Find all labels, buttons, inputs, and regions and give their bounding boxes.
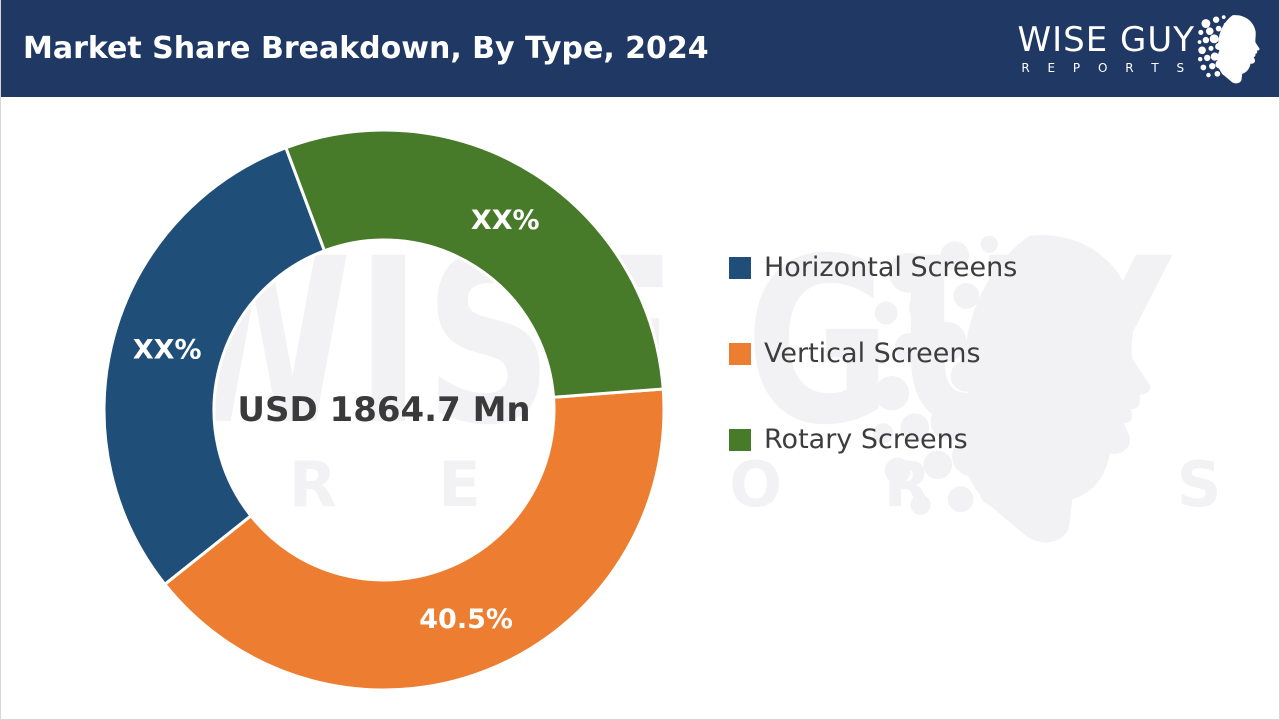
donut-segment-rotary-screens[interactable] — [284, 128, 665, 399]
segment-value-label: 40.5% — [419, 604, 513, 635]
legend-swatch-icon — [729, 428, 751, 451]
logo-wordmark-sub: R E P O R T S — [1021, 60, 1192, 75]
logo-wordmark: WISE GUY R E P O R T S — [1017, 23, 1195, 75]
legend: Horizontal Screens Vertical Screens Rota… — [729, 252, 1017, 455]
legend-label: Horizontal Screens — [764, 252, 1018, 283]
segment-value-label: XX% — [133, 334, 202, 365]
header: Market Share Breakdown, By Type, 2024 WI… — [1, 0, 1279, 97]
donut-segment-horizontal-screens[interactable] — [102, 145, 327, 587]
legend-swatch-icon — [729, 342, 751, 365]
legend-item-horizontal-screens[interactable]: Horizontal Screens — [729, 252, 1017, 283]
legend-swatch-icon — [729, 256, 751, 279]
legend-item-rotary-screens[interactable]: Rotary Screens — [729, 424, 1017, 455]
segment-value-label: XX% — [471, 205, 540, 236]
legend-label: Vertical Screens — [764, 338, 981, 369]
logo-head-icon — [1197, 14, 1260, 83]
donut-segment-vertical-screens[interactable] — [162, 387, 666, 692]
legend-item-vertical-screens[interactable]: Vertical Screens — [729, 338, 1017, 369]
logo-wordmark-main: WISE GUY — [1017, 19, 1195, 60]
donut-center-value: USD 1864.7 Mn — [237, 390, 530, 430]
page-title: Market Share Breakdown, By Type, 2024 — [23, 31, 709, 66]
legend-label: Rotary Screens — [764, 424, 968, 455]
brand-logo: WISE GUY R E P O R T S — [1017, 9, 1267, 89]
